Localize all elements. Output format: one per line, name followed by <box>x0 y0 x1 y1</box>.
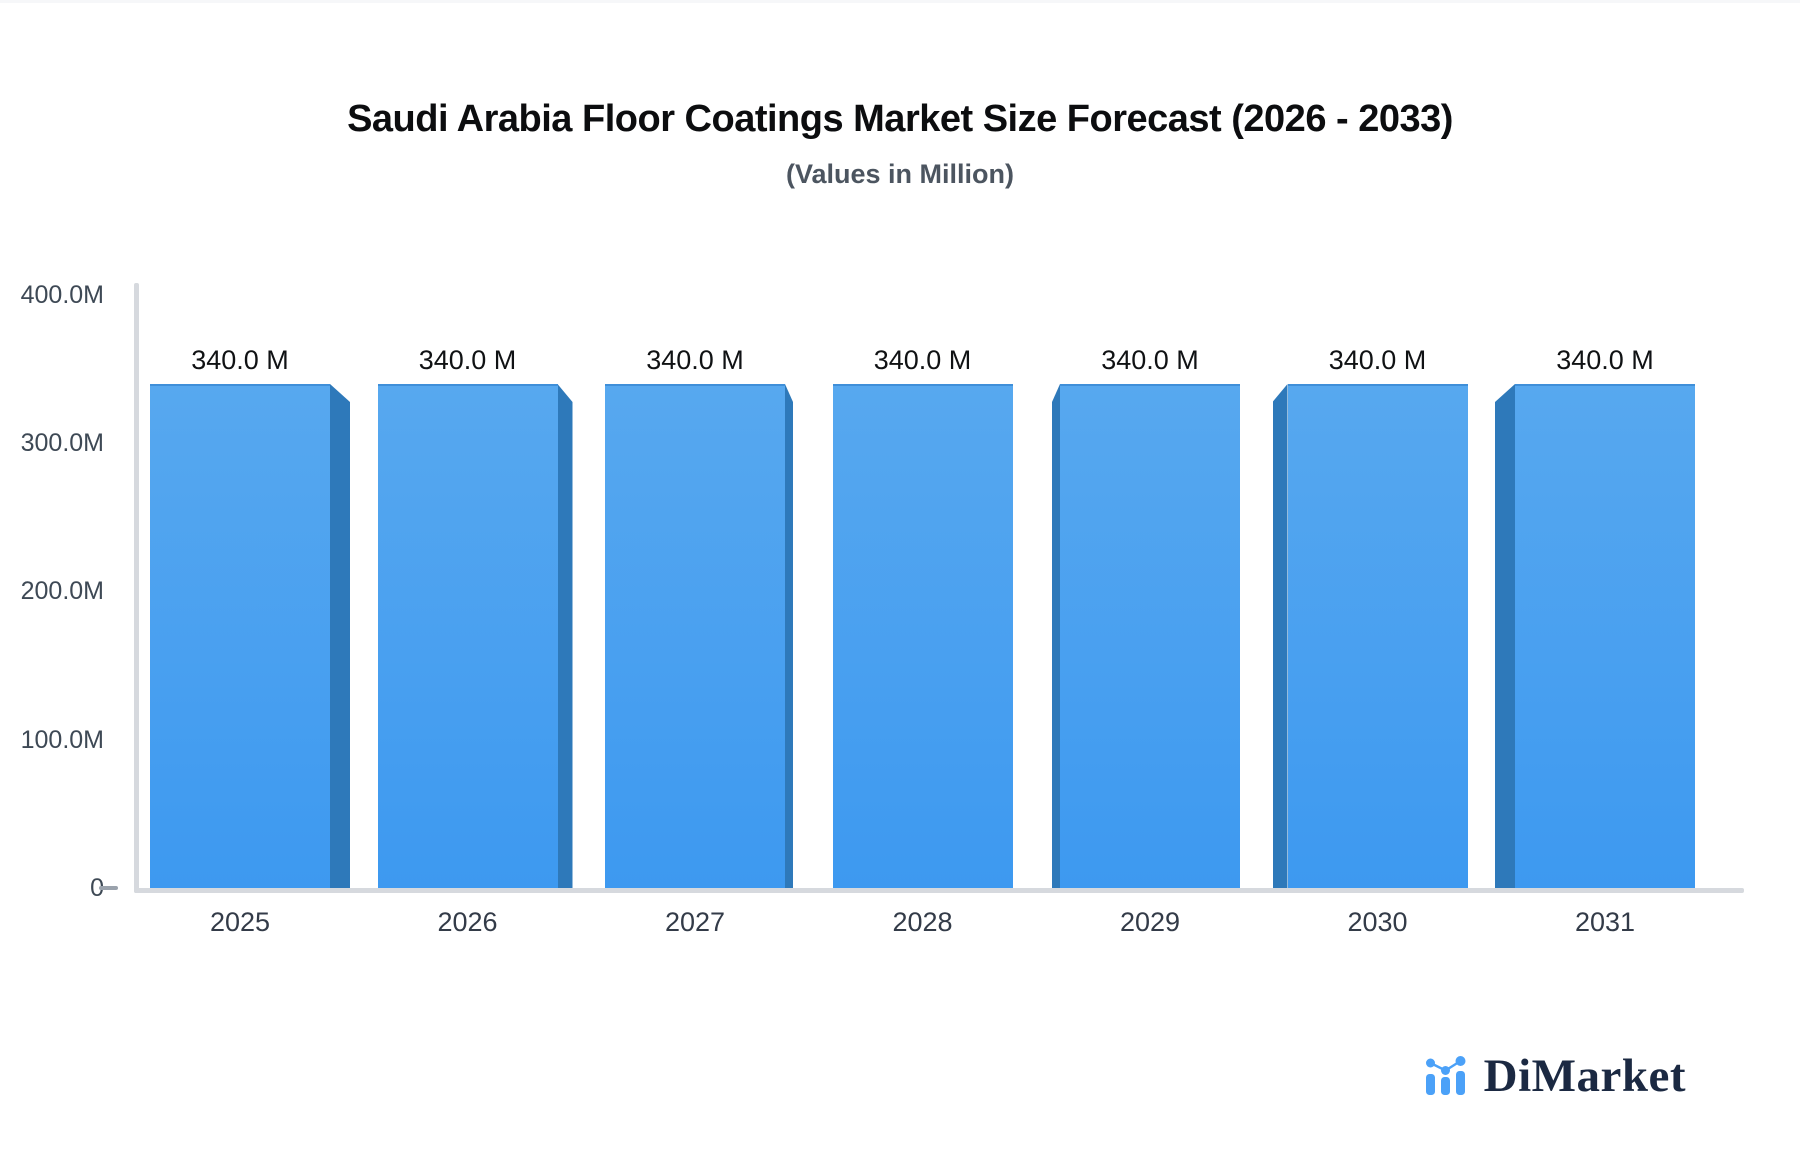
bar-value-label-2027: 340.0 M <box>646 345 744 375</box>
chart-title: Saudi Arabia Floor Coatings Market Size … <box>347 98 1453 140</box>
bar-value-label-2028: 340.0 M <box>873 345 972 375</box>
x-axis-label-2026: 2026 <box>437 907 498 937</box>
bar-value-label-2031: 340.0 M <box>1556 345 1654 375</box>
bar-front-face-2031 <box>1515 384 1695 888</box>
bar-front-face-2029 <box>1060 384 1240 888</box>
x-axis-label-2027: 2027 <box>664 907 726 937</box>
y-axis-tick-label: 100.0M <box>20 726 104 754</box>
x-axis-label-2031: 2031 <box>1574 907 1636 937</box>
x-axis-label-2028: 2028 <box>892 907 953 937</box>
bar-chart-with-trendline-icon <box>1425 1056 1466 1095</box>
bar-2031 <box>1495 384 1695 888</box>
zero-tick-mark <box>99 886 118 890</box>
bar-value-label-2030: 340.0 M <box>1328 345 1427 375</box>
bar-2028 <box>832 384 1013 888</box>
chart-header: Saudi Arabia Floor Coatings Market Size … <box>0 93 1800 191</box>
x-axis-baseline <box>134 888 1744 893</box>
x-axis-label-2030: 2030 <box>1347 907 1408 937</box>
bar-front-face-2026 <box>377 384 558 888</box>
y-axis-tick-label: 300.0M <box>20 429 104 457</box>
bar-3d-side-face-2026 <box>557 384 573 888</box>
bar-3d-side-face-2029 <box>1052 384 1060 888</box>
bar-3d-side-face-2030 <box>1272 384 1288 888</box>
x-axis-label-2029: 2029 <box>1119 907 1181 937</box>
bar-3d-side-face-2027 <box>785 384 793 888</box>
bar-value-label-2026: 340.0 M <box>418 345 517 375</box>
y-axis-line <box>134 283 139 893</box>
bar-value-label-2025: 340.0 M <box>191 345 289 375</box>
bar-3d-side-face-2025 <box>330 384 350 888</box>
bar-2029 <box>1052 384 1240 888</box>
bar-2030 <box>1272 384 1468 888</box>
chart-subtitle: (Values in Million) <box>785 159 1015 189</box>
y-axis-tick-label: 400.0M <box>20 281 104 309</box>
dimarket-logo: DiMarket <box>1425 1050 1686 1102</box>
bar-front-face-2030 <box>1287 384 1468 888</box>
y-axis-tick-label: 200.0M <box>20 577 104 605</box>
bar-2027 <box>605 384 793 888</box>
bar-2025 <box>150 384 350 888</box>
bar-3d-side-face-2031 <box>1495 384 1515 888</box>
bar-front-face-2027 <box>605 384 785 888</box>
bar-value-label-2029: 340.0 M <box>1101 345 1199 375</box>
bar-front-face-2028 <box>832 384 1013 888</box>
dimarket-logo-text: DiMarket <box>1483 1050 1686 1102</box>
x-axis-label-2025: 2025 <box>209 907 271 937</box>
chart-plot-area: 0 100.0M 200.0M 300.0M 400.0M 340.0 M 2025 340.… <box>0 3 1800 1156</box>
bar-2026 <box>377 384 573 888</box>
y-axis-tick-label: 0 <box>90 874 104 902</box>
bar-front-face-2025 <box>150 384 330 888</box>
